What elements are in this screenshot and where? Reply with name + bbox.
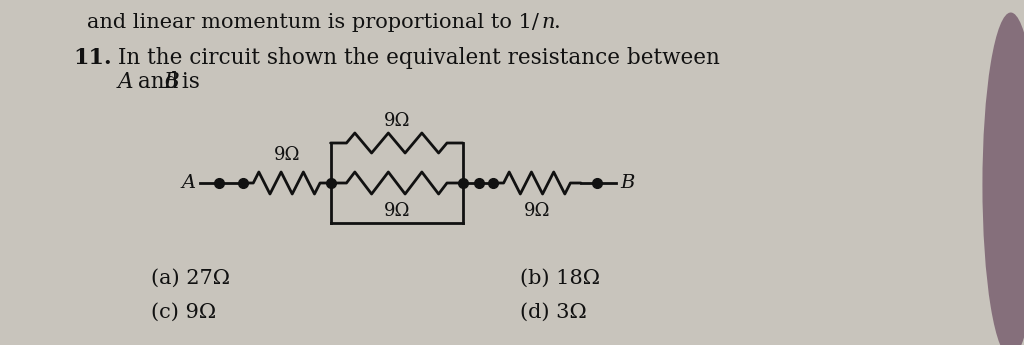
Text: In the circuit shown the equivalent resistance between: In the circuit shown the equivalent resi… [118, 47, 720, 69]
Text: .: . [554, 12, 560, 31]
Text: B: B [164, 71, 179, 93]
Text: B: B [621, 174, 635, 192]
Text: (b) 18Ω: (b) 18Ω [519, 268, 599, 287]
Text: A: A [181, 174, 196, 192]
Text: and linear momentum is proportional to 1/: and linear momentum is proportional to 1… [87, 12, 539, 31]
Text: and: and [131, 71, 185, 93]
Text: 11.: 11. [74, 47, 113, 69]
Text: 9Ω: 9Ω [273, 146, 300, 164]
Text: A: A [118, 71, 133, 93]
Text: (c) 9Ω: (c) 9Ω [152, 303, 216, 322]
Text: (a) 27Ω: (a) 27Ω [152, 268, 230, 287]
Text: is: is [175, 71, 200, 93]
Text: n: n [542, 12, 555, 31]
Ellipse shape [982, 12, 1024, 345]
Text: 9Ω: 9Ω [383, 112, 410, 130]
Text: 9Ω: 9Ω [523, 202, 550, 220]
Text: 9Ω: 9Ω [383, 202, 410, 220]
Text: (d) 3Ω: (d) 3Ω [519, 303, 587, 322]
